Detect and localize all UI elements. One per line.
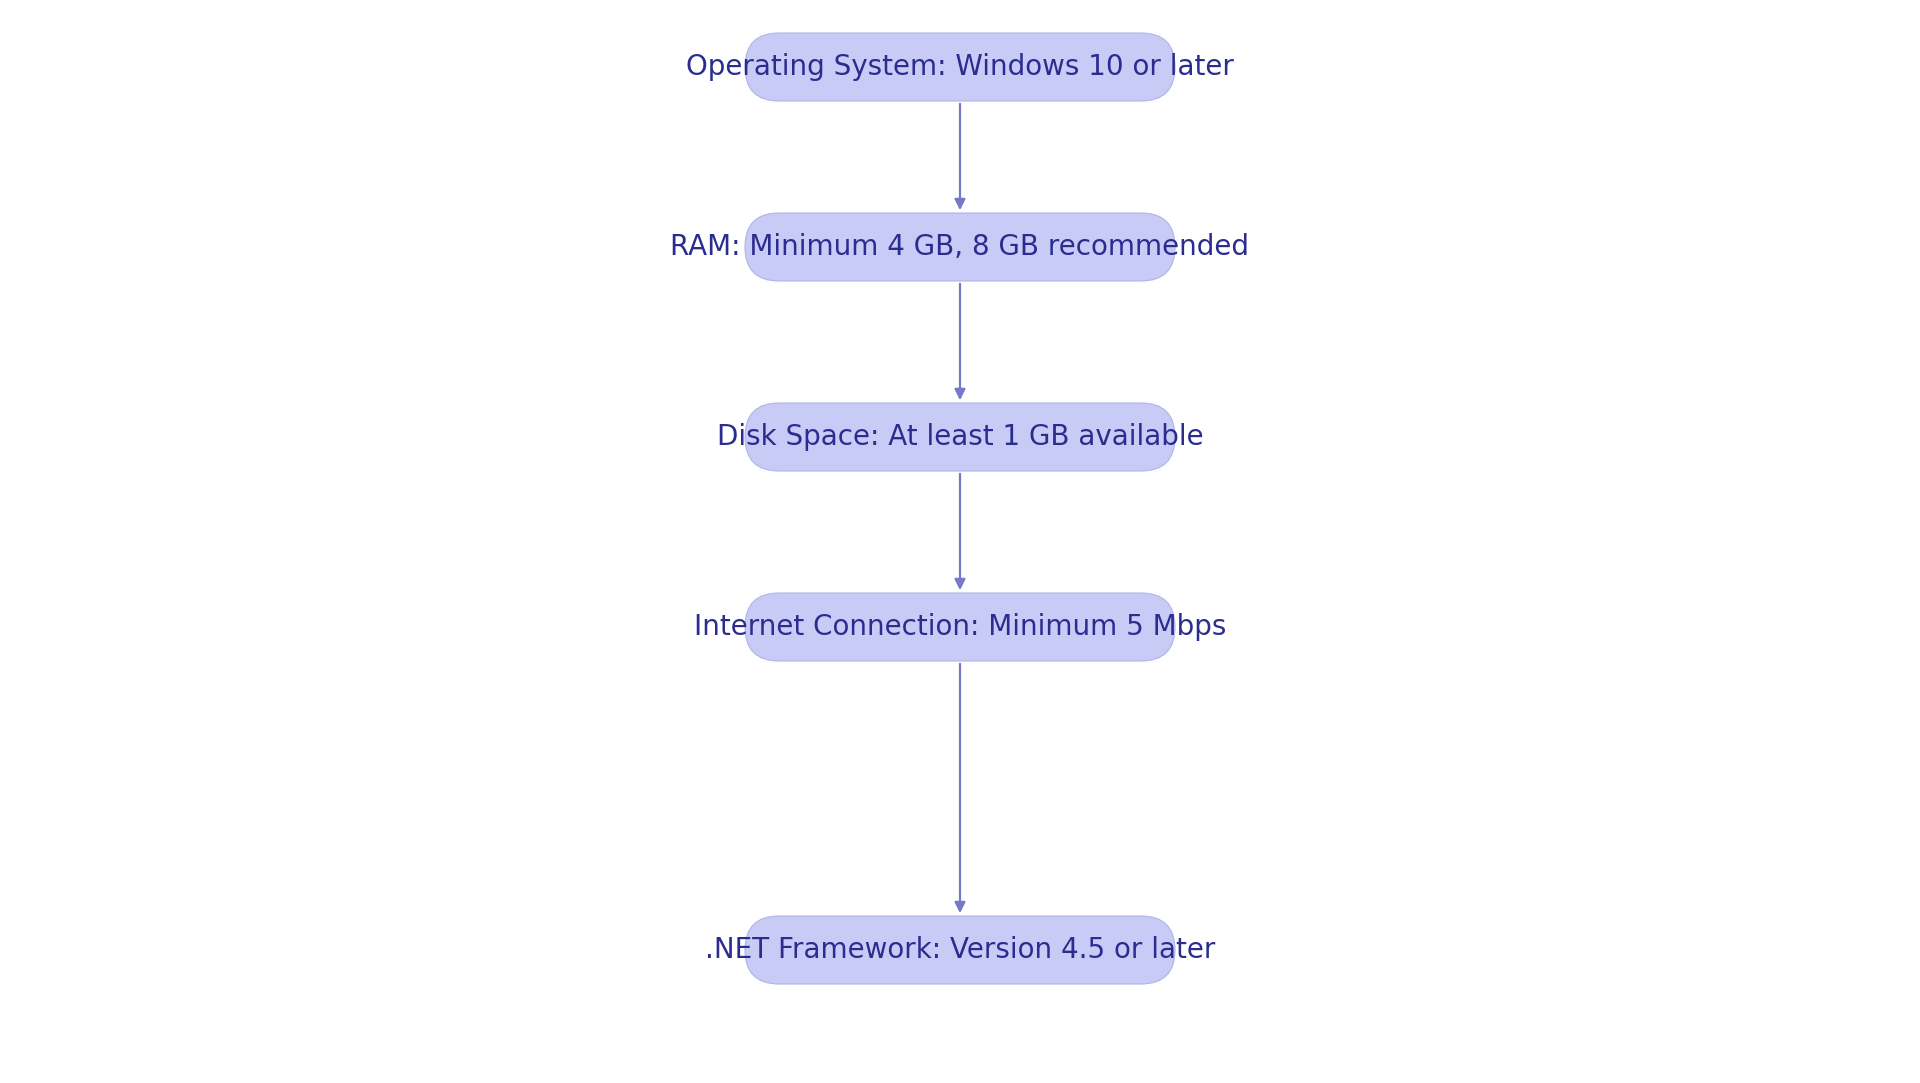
Text: .NET Framework: Version 4.5 or later: .NET Framework: Version 4.5 or later — [705, 936, 1215, 964]
FancyBboxPatch shape — [745, 593, 1175, 661]
FancyBboxPatch shape — [745, 916, 1175, 984]
Text: RAM: Minimum 4 GB, 8 GB recommended: RAM: Minimum 4 GB, 8 GB recommended — [670, 233, 1250, 261]
FancyBboxPatch shape — [745, 213, 1175, 280]
FancyBboxPatch shape — [745, 32, 1175, 101]
Text: Internet Connection: Minimum 5 Mbps: Internet Connection: Minimum 5 Mbps — [693, 613, 1227, 641]
Text: Disk Space: At least 1 GB available: Disk Space: At least 1 GB available — [716, 423, 1204, 451]
FancyBboxPatch shape — [745, 403, 1175, 471]
Text: Operating System: Windows 10 or later: Operating System: Windows 10 or later — [685, 53, 1235, 81]
